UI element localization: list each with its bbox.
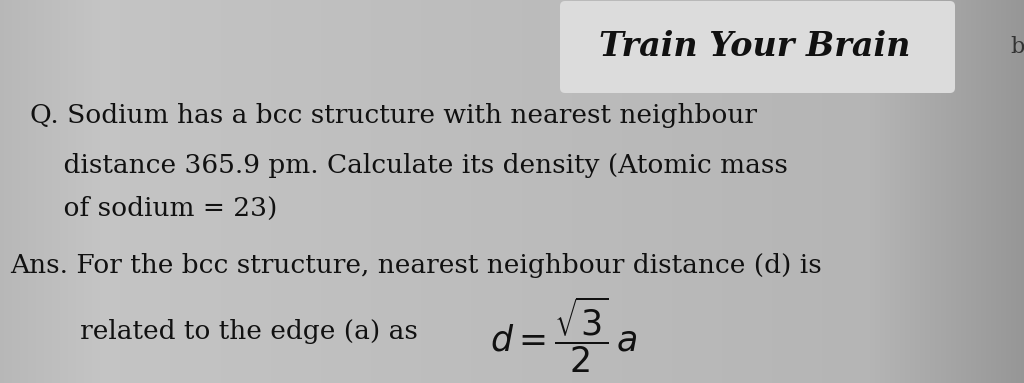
Text: of sodium = 23): of sodium = 23): [30, 195, 278, 221]
FancyBboxPatch shape: [560, 1, 955, 93]
Text: Q. Sodium has a bcc structure with nearest neighbour: Q. Sodium has a bcc structure with neare…: [30, 103, 757, 128]
Text: Ans. For the bcc structure, nearest neighbour distance (d) is: Ans. For the bcc structure, nearest neig…: [10, 252, 821, 278]
Text: related to the edge (a) as: related to the edge (a) as: [55, 319, 418, 344]
Text: b.: b.: [1010, 36, 1024, 58]
Text: distance 365.9 pm. Calculate its density (Atomic mass: distance 365.9 pm. Calculate its density…: [30, 152, 787, 177]
Text: $d=\dfrac{\sqrt{3}}{2}\,a$: $d=\dfrac{\sqrt{3}}{2}\,a$: [490, 295, 638, 375]
Text: Train Your Brain: Train Your Brain: [599, 31, 910, 64]
